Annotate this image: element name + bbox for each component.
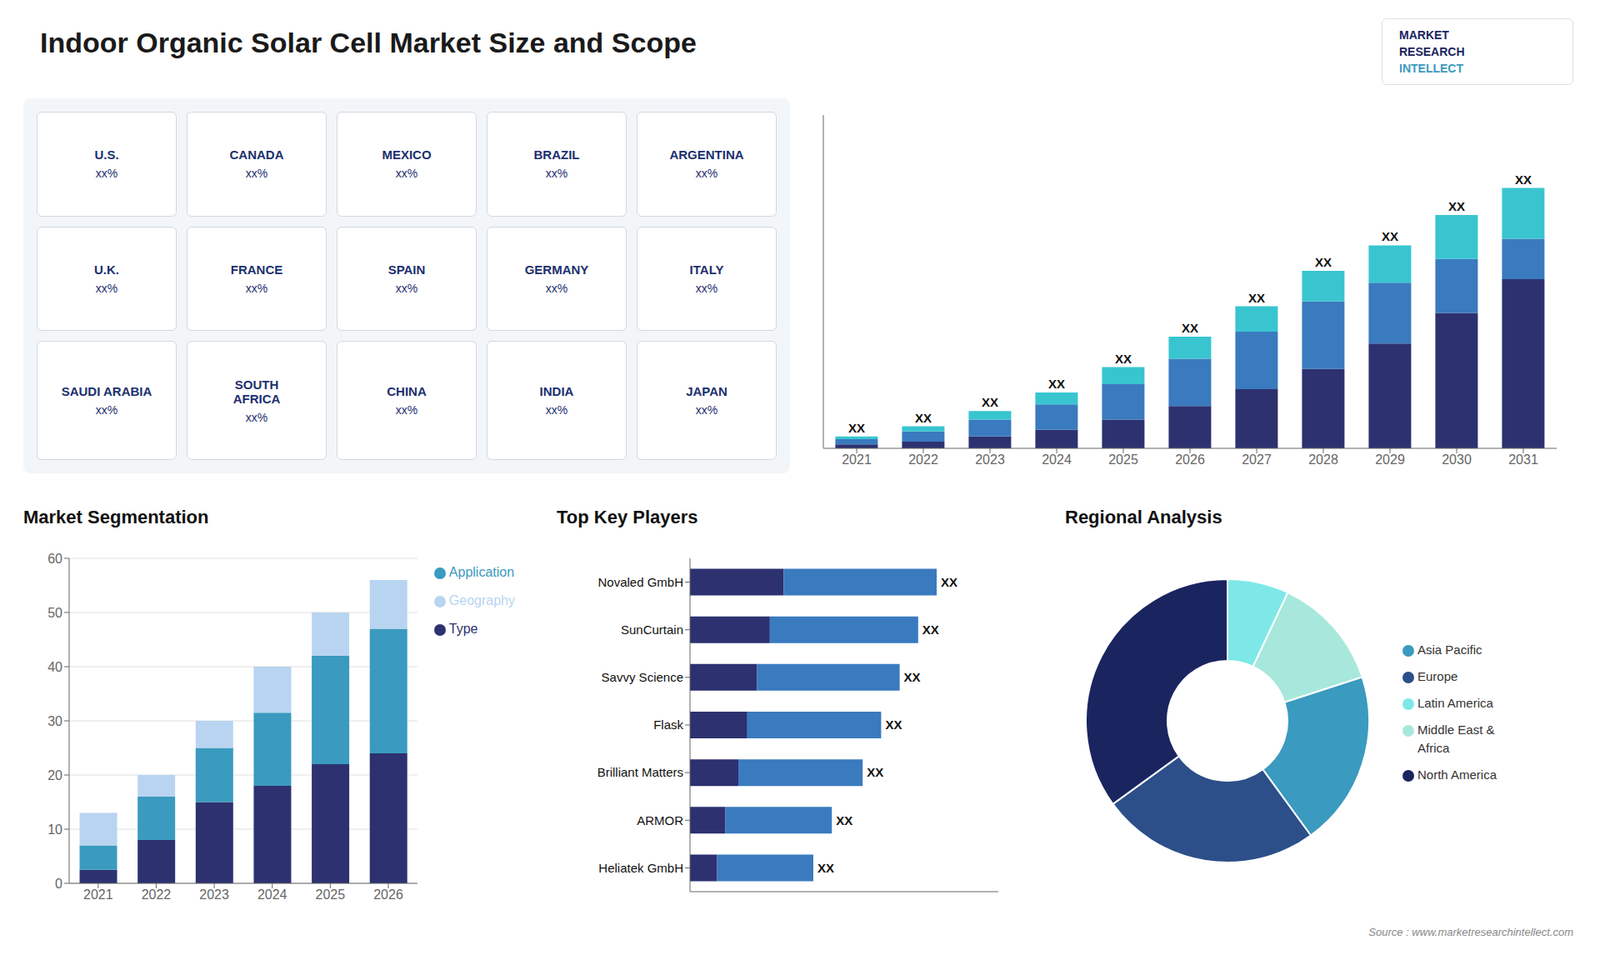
svg-text:2024: 2024: [257, 887, 288, 902]
svg-text:XX: XX: [848, 420, 865, 435]
svg-text:30: 30: [47, 714, 63, 729]
svg-text:XX: XX: [1115, 351, 1132, 366]
html-text:Indoor Organic Solar Cell Mark: Indoor Organic Solar Cell Market Size an…: [40, 26, 697, 59]
html-text:xx%: xx%: [545, 403, 568, 417]
svg-text:2025: 2025: [1108, 452, 1139, 467]
svg-text:60: 60: [47, 551, 63, 566]
svg-text:Heliatek GmbH: Heliatek GmbH: [598, 860, 684, 875]
html-text:SAUDI ARABIA: SAUDI ARABIA: [61, 384, 152, 399]
svg-text:2031: 2031: [1508, 452, 1539, 467]
svg-text:XX: XX: [1381, 229, 1399, 244]
svg-text:XX: XX: [1048, 376, 1065, 391]
svg-text:2021: 2021: [83, 887, 114, 902]
svg-text:20: 20: [47, 768, 63, 783]
html-text:Regional Analysis: Regional Analysis: [1065, 506, 1223, 528]
svg-text:XX: XX: [981, 395, 999, 410]
html-text:INTELLECT: INTELLECT: [1399, 61, 1464, 75]
html-text:xx%: xx%: [545, 281, 568, 295]
html-text:CANADA: CANADA: [229, 147, 284, 162]
svg-text:XX: XX: [1315, 255, 1332, 270]
svg-text:XX: XX: [1248, 290, 1265, 305]
svg-text:Savvy Science: Savvy Science: [601, 670, 684, 685]
html-text:CHINA: CHINA: [386, 384, 427, 399]
svg-text:2023: 2023: [975, 452, 1005, 467]
svg-text:XX: XX: [1181, 320, 1199, 335]
html-text:xx%: xx%: [95, 166, 118, 181]
svg-text:2021: 2021: [841, 452, 872, 467]
svg-text:0: 0: [55, 876, 63, 891]
html-text:BRAZIL: BRAZIL: [533, 147, 580, 162]
html-text:Middle East & Africa: Middle East & Africa: [1417, 722, 1495, 755]
html-text:GERMANY: GERMANY: [524, 262, 589, 277]
svg-text:XX: XX: [885, 717, 902, 732]
html-text:North America: North America: [1417, 767, 1497, 782]
html-text:xx%: xx%: [395, 403, 418, 417]
svg-text:50: 50: [47, 605, 63, 620]
svg-text:2028: 2028: [1308, 452, 1339, 467]
html-text:INDIA: INDIA: [539, 384, 574, 399]
html-text:Source : www.marketresearchint: Source : www.marketresearchintellect.com: [1368, 925, 1574, 939]
html-text:ARGENTINA: ARGENTINA: [669, 147, 744, 162]
html-text:ITALY: ITALY: [689, 262, 724, 277]
html-text:Asia Pacific: Asia Pacific: [1417, 642, 1483, 657]
svg-text:2024: 2024: [1041, 452, 1072, 467]
html-text:xx%: xx%: [695, 403, 718, 417]
html-text:xx%: xx%: [545, 166, 568, 181]
html-text:xx%: xx%: [95, 281, 118, 295]
html-text:MARKET: MARKET: [1399, 28, 1450, 42]
svg-text:XX: XX: [915, 410, 932, 425]
html-text:U.S.: U.S.: [94, 147, 119, 162]
svg-text:XX: XX: [866, 765, 884, 780]
html-text:xx%: xx%: [395, 281, 418, 295]
svg-text:XX: XX: [817, 860, 835, 875]
svg-text:XX: XX: [835, 813, 853, 828]
svg-text:XX: XX: [940, 575, 958, 590]
svg-text:2026: 2026: [373, 887, 404, 902]
svg-text:XX: XX: [1515, 172, 1532, 187]
svg-text:2026: 2026: [1175, 452, 1205, 467]
svg-text:XX: XX: [904, 670, 921, 685]
svg-text:Flask: Flask: [653, 717, 684, 732]
html-text:RESEARCH: RESEARCH: [1399, 45, 1465, 59]
html-text:Top Key Players: Top Key Players: [556, 506, 698, 528]
svg-text:2030: 2030: [1441, 452, 1472, 467]
svg-text:2027: 2027: [1241, 452, 1272, 467]
svg-text:2022: 2022: [141, 887, 172, 902]
html-text:U.K.: U.K.: [94, 262, 120, 277]
html-text:xx%: xx%: [245, 410, 268, 424]
svg-text:2029: 2029: [1375, 452, 1405, 467]
svg-text:2022: 2022: [908, 452, 939, 467]
svg-text:40: 40: [47, 660, 63, 675]
svg-text:10: 10: [47, 822, 63, 837]
svg-text:2025: 2025: [315, 887, 346, 902]
html-text:SOUTH AFRICA: SOUTH AFRICA: [233, 377, 281, 406]
svg-text:ARMOR: ARMOR: [636, 813, 684, 828]
svg-text:Brilliant Matters: Brilliant Matters: [597, 765, 684, 780]
html-text:xx%: xx%: [245, 281, 268, 295]
html-text:Market Segmentation: Market Segmentation: [23, 506, 209, 528]
svg-text:2023: 2023: [199, 887, 230, 902]
html-text:xx%: xx%: [395, 166, 418, 181]
html-text:Geography: Geography: [449, 593, 515, 608]
html-text:SPAIN: SPAIN: [388, 262, 426, 277]
html-text:FRANCE: FRANCE: [230, 262, 283, 277]
html-text:xx%: xx%: [245, 166, 268, 181]
html-text:Application: Application: [449, 565, 515, 580]
html-text:MEXICO: MEXICO: [382, 147, 432, 162]
html-text:xx%: xx%: [95, 403, 118, 417]
html-text:JAPAN: JAPAN: [685, 384, 728, 399]
html-text:xx%: xx%: [695, 166, 718, 181]
svg-text:XX: XX: [922, 622, 940, 637]
svg-text:XX: XX: [1448, 199, 1465, 214]
html-text:Latin America: Latin America: [1417, 695, 1494, 710]
html-text:xx%: xx%: [695, 281, 718, 295]
svg-text:SunCurtain: SunCurtain: [620, 622, 684, 637]
svg-text:Novaled GmbH: Novaled GmbH: [597, 575, 684, 590]
html-text:Europe: Europe: [1417, 669, 1458, 684]
html-text:Type: Type: [449, 621, 478, 636]
